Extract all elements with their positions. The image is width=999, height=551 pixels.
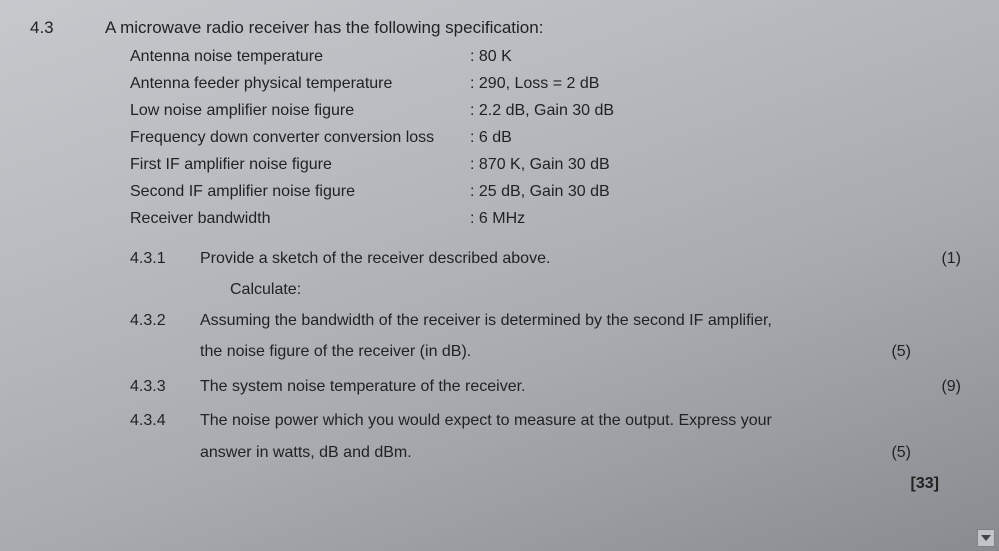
subquestion-marks: (5): [879, 440, 919, 466]
spec-value: : 6 dB: [470, 129, 512, 147]
spec-value: : 80 K: [470, 48, 512, 66]
spec-label: Receiver bandwidth: [130, 210, 470, 228]
subquestion-text: Assuming the bandwidth of the receiver i…: [200, 308, 929, 365]
question-number: 4.3: [30, 18, 105, 38]
spec-row: First IF amplifier noise figure : 870 K,…: [130, 156, 969, 174]
total-marks-value: [33]: [911, 475, 939, 493]
spec-row: Receiver bandwidth : 6 MHz: [130, 210, 969, 228]
spec-label: Second IF amplifier noise figure: [130, 183, 470, 201]
scrollbar-down-button[interactable]: [977, 529, 995, 547]
subquestion-text: The system noise temperature of the rece…: [200, 374, 929, 400]
spec-row: Second IF amplifier noise figure : 25 dB…: [130, 183, 969, 201]
spec-label: Low noise amplifier noise figure: [130, 102, 470, 120]
spec-row: Antenna noise temperature : 80 K: [130, 48, 969, 66]
spec-value: : 6 MHz: [470, 210, 525, 228]
subquestion-marks: (9): [929, 378, 969, 396]
spec-label: First IF amplifier noise figure: [130, 156, 470, 174]
spec-value: : 290, Loss = 2 dB: [470, 75, 599, 93]
question-intro: A microwave radio receiver has the follo…: [105, 18, 543, 38]
subquestion-list: 4.3.1 Provide a sketch of the receiver d…: [130, 246, 969, 466]
total-marks: [33]: [30, 475, 939, 493]
spec-label: Antenna feeder physical temperature: [130, 75, 470, 93]
subquestion-number: 4.3.2: [130, 312, 200, 330]
subquestion-marks: (5): [879, 339, 919, 365]
subquestion-line2: the noise figure of the receiver (in dB)…: [200, 339, 879, 365]
exam-question-page: 4.3 A microwave radio receiver has the f…: [30, 18, 969, 493]
chevron-down-icon: [981, 535, 991, 541]
subquestion-number: 4.3.1: [130, 250, 200, 268]
subquestion: 4.3.2 Assuming the bandwidth of the rece…: [130, 308, 969, 365]
spec-row: Frequency down converter conversion loss…: [130, 129, 969, 147]
subquestion-line2: answer in watts, dB and dBm.: [200, 440, 879, 466]
spec-value: : 2.2 dB, Gain 30 dB: [470, 102, 614, 120]
subquestion: 4.3.3 The system noise temperature of th…: [130, 374, 969, 400]
subquestion-line1: The noise power which you would expect t…: [200, 412, 772, 429]
spec-row: Antenna feeder physical temperature : 29…: [130, 75, 969, 93]
spec-value: : 870 K, Gain 30 dB: [470, 156, 610, 174]
subquestion-marks: (1): [929, 250, 969, 268]
spec-label: Frequency down converter conversion loss: [130, 129, 470, 147]
calculate-label: Calculate:: [230, 281, 969, 299]
question-header: 4.3 A microwave radio receiver has the f…: [30, 18, 969, 38]
subquestion: 4.3.1 Provide a sketch of the receiver d…: [130, 246, 969, 272]
spec-row: Low noise amplifier noise figure : 2.2 d…: [130, 102, 969, 120]
subquestion-number: 4.3.4: [130, 412, 200, 430]
specification-list: Antenna noise temperature : 80 K Antenna…: [130, 48, 969, 228]
subquestion-text: Provide a sketch of the receiver describ…: [200, 246, 929, 272]
subquestion-text: The noise power which you would expect t…: [200, 408, 929, 465]
spec-label: Antenna noise temperature: [130, 48, 470, 66]
spec-value: : 25 dB, Gain 30 dB: [470, 183, 610, 201]
subquestion: 4.3.4 The noise power which you would ex…: [130, 408, 969, 465]
subquestion-number: 4.3.3: [130, 378, 200, 396]
subquestion-line1: Assuming the bandwidth of the receiver i…: [200, 312, 772, 329]
